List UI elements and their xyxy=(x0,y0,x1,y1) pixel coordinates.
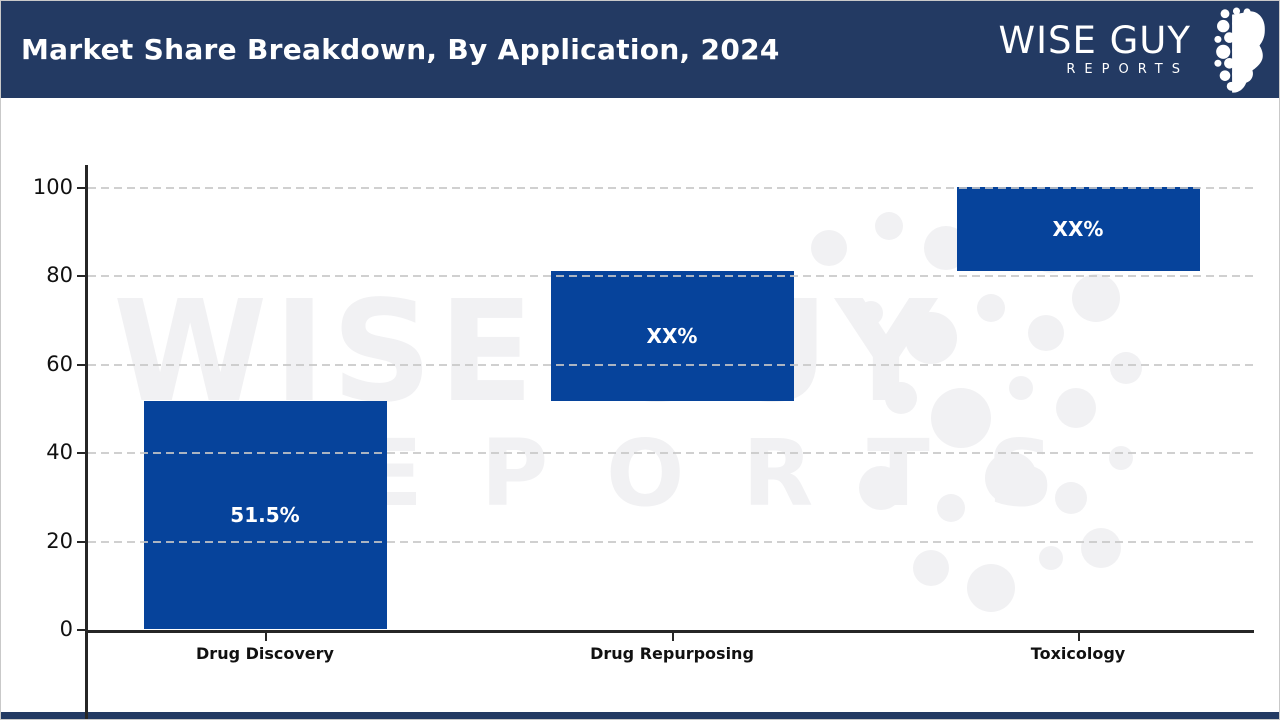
watermark-dot xyxy=(859,466,903,510)
brand-logo: WISE GUY REPORTS xyxy=(999,4,1273,96)
x-tick-mark xyxy=(672,633,674,641)
watermark-dot xyxy=(913,550,949,586)
watermark-dot xyxy=(1110,352,1142,384)
watermark-dot xyxy=(1055,482,1087,514)
y-tick-label: 0 xyxy=(59,617,73,641)
y-tick-label: 80 xyxy=(46,263,73,287)
watermark-dot xyxy=(1039,546,1063,570)
bar-segment: XX% xyxy=(956,187,1200,271)
y-tick-mark xyxy=(77,452,85,454)
watermark-dot xyxy=(1072,274,1120,322)
brand-subname: REPORTS xyxy=(1066,62,1189,77)
watermark-dot xyxy=(985,452,1037,504)
brand-wordmark: WISE GUY REPORTS xyxy=(999,22,1191,77)
y-tick-label: 20 xyxy=(46,529,73,553)
watermark-dot xyxy=(977,294,1005,322)
y-tick-mark xyxy=(77,541,85,543)
gridline xyxy=(88,541,1254,543)
y-tick-label: 40 xyxy=(46,440,73,464)
x-axis-category-label: Drug Discovery xyxy=(196,644,334,663)
y-tick-mark xyxy=(77,187,85,189)
page-title: Market Share Breakdown, By Application, … xyxy=(21,33,780,66)
watermark-dot xyxy=(885,382,917,414)
gridline xyxy=(88,364,1254,366)
bar-segment: XX% xyxy=(550,271,794,401)
y-tick-mark xyxy=(77,364,85,366)
watermark-dot xyxy=(931,388,991,448)
watermark-dot xyxy=(1109,446,1133,470)
watermark-dot xyxy=(859,301,883,325)
gridline xyxy=(88,187,1254,189)
gridline xyxy=(88,452,1254,454)
y-tick-label: 100 xyxy=(32,175,73,199)
x-tick-mark xyxy=(1078,633,1080,641)
footer-band xyxy=(1,712,1279,719)
watermark-dot xyxy=(1009,376,1033,400)
watermark-dot xyxy=(1056,388,1096,428)
watermark-dot xyxy=(1028,315,1064,351)
watermark-dot xyxy=(967,564,1015,612)
bar-value-label: XX% xyxy=(1052,217,1104,241)
watermark-dot xyxy=(937,494,965,522)
watermark-dot xyxy=(875,212,903,240)
y-axis-spine xyxy=(85,165,88,719)
watermark-dot xyxy=(905,312,957,364)
plot-area: WISE GUY REPORTS 0 20 40 60 80 100 51.5% XX% XX%… xyxy=(1,98,1279,719)
watermark-dot xyxy=(811,230,847,266)
dotted-face-logo-icon xyxy=(1214,7,1265,93)
x-axis-spine xyxy=(85,630,1254,633)
header-band: Market Share Breakdown, By Application, … xyxy=(1,1,1279,98)
x-axis-category-label: Toxicology xyxy=(1030,644,1126,663)
watermark-dot xyxy=(1081,528,1121,568)
bar-segment: 51.5% xyxy=(143,401,387,629)
x-axis-category-label: Drug Repurposing xyxy=(590,644,754,663)
watermark-text: WISE GUY xyxy=(113,271,943,434)
y-tick-mark xyxy=(77,275,85,277)
y-tick-mark xyxy=(77,629,85,631)
y-tick-label: 60 xyxy=(46,352,73,376)
bar-value-label: XX% xyxy=(646,324,698,348)
brand-name: WISE GUY xyxy=(998,19,1191,62)
bar-value-label: 51.5% xyxy=(230,503,300,527)
gridline xyxy=(88,275,1254,277)
x-tick-mark xyxy=(265,633,267,641)
